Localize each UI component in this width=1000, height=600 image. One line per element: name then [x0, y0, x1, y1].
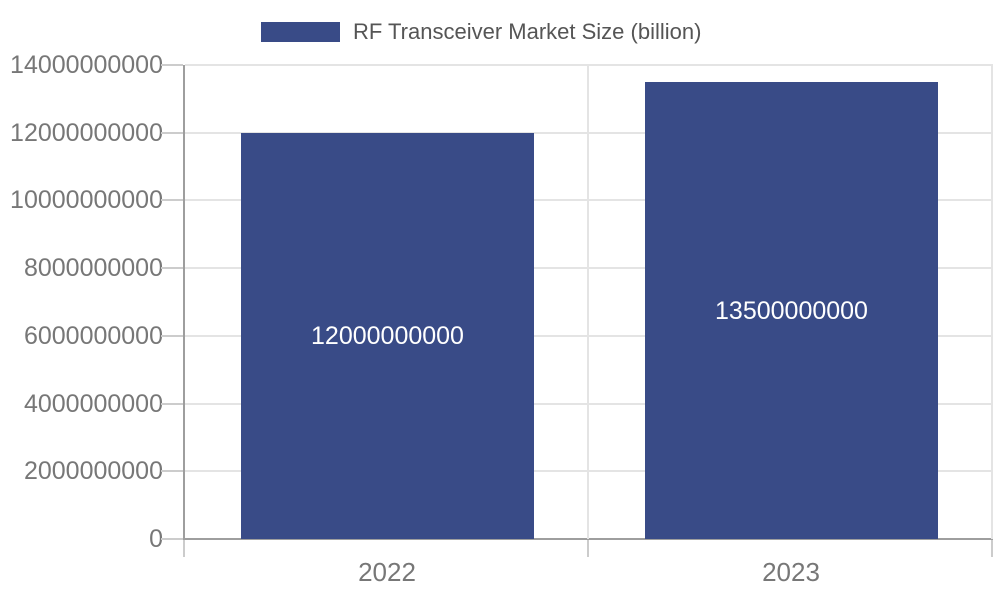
- h-gridline: [185, 64, 993, 66]
- h-gridline: [185, 267, 993, 269]
- y-tick-label: 0: [149, 525, 163, 553]
- y-tick-label: 8000000000: [23, 254, 163, 282]
- h-gridline: [185, 470, 993, 472]
- legend-swatch: [261, 22, 340, 42]
- y-tick-label: 12000000000: [10, 119, 163, 147]
- y-tick-mark: [161, 335, 183, 337]
- chart-legend[interactable]: RF Transceiver Market Size (billion): [261, 18, 701, 46]
- y-tick-mark: [161, 470, 183, 472]
- y-tick-mark: [161, 538, 183, 540]
- y-tick-mark: [161, 403, 183, 405]
- y-tick-label: 6000000000: [23, 322, 163, 350]
- y-tick-label: 4000000000: [23, 390, 163, 418]
- bar: [241, 133, 534, 539]
- y-tick-mark: [161, 132, 183, 134]
- x-tick-mark: [991, 540, 993, 557]
- legend-label: RF Transceiver Market Size (billion): [353, 19, 702, 44]
- y-axis-line: [183, 65, 185, 539]
- v-gridline: [991, 65, 993, 539]
- y-axis-labels: 0 2000000000 4000000000 6000000000 800000000…: [0, 0, 163, 600]
- y-tick-label: 2000000000: [23, 457, 163, 485]
- bar: [645, 82, 938, 539]
- bar-value-label: 13500000000: [715, 297, 868, 325]
- h-gridline: [185, 335, 993, 337]
- x-axis-line: [183, 538, 993, 540]
- y-tick-label: 10000000000: [10, 186, 163, 214]
- h-gridline: [185, 132, 993, 134]
- y-tick-mark: [161, 199, 183, 201]
- h-gridline: [185, 403, 993, 405]
- plot-area: 12000000000 2022 13500000000 2023: [161, 64, 993, 587]
- x-tick-label: 2023: [762, 557, 820, 587]
- y-tick-label: 14000000000: [10, 51, 163, 79]
- x-tick-label: 2022: [358, 557, 416, 587]
- bar-value-label: 12000000000: [311, 322, 464, 350]
- x-tick-mark: [587, 540, 589, 557]
- x-tick-mark: [183, 540, 185, 557]
- y-tick-mark: [161, 64, 183, 66]
- y-tick-mark: [161, 267, 183, 269]
- h-gridline: [185, 199, 993, 201]
- v-gridline: [587, 65, 589, 539]
